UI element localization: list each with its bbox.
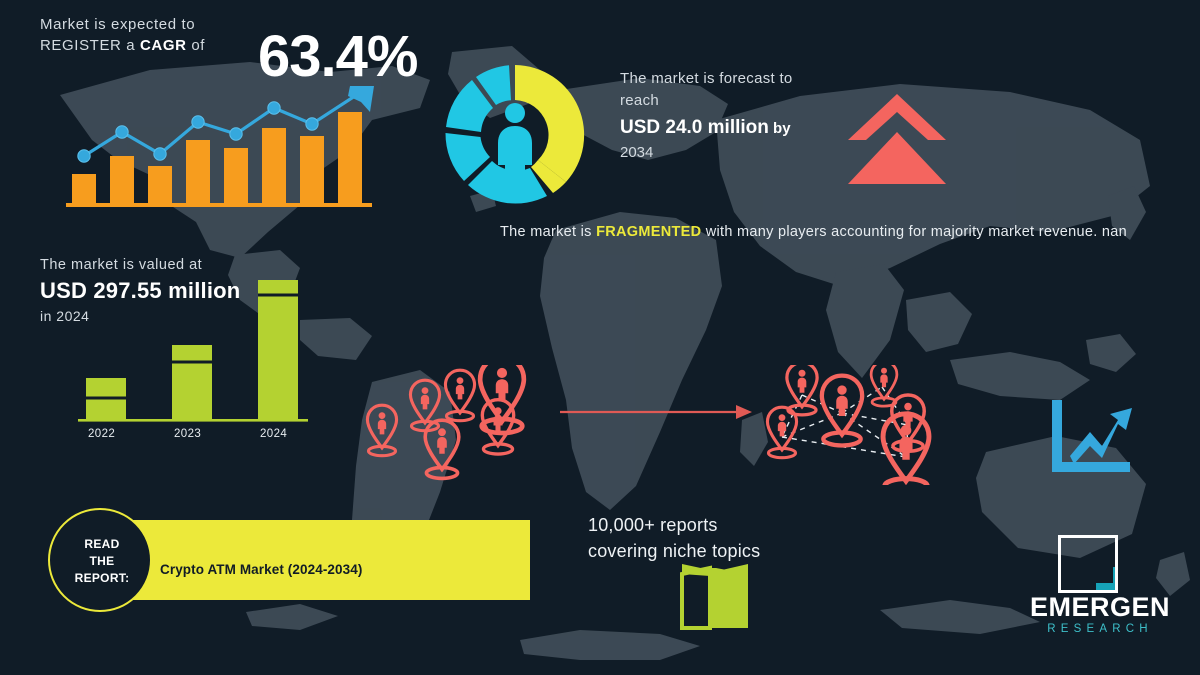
valuation-line-1: The market is valued at: [40, 257, 203, 273]
value-baseline: [78, 419, 308, 422]
fragmented-text-block: The market is FRAGMENTED with many playe…: [500, 220, 1140, 244]
pin-cluster-left: [365, 365, 523, 481]
valuation-value: USD 297.55 million: [40, 278, 241, 303]
forecast-by: by: [768, 120, 791, 137]
read-line-2: THE: [89, 554, 115, 568]
donut-segment-cyan-3: [445, 133, 490, 181]
cagr-line-2: REGISTER a CAGR of: [40, 35, 460, 56]
cagr-line2-pre: REGISTER a: [40, 37, 140, 54]
growth-trend-chart: [66, 86, 374, 207]
double-up-arrow-icon: [848, 94, 946, 184]
cagr-line-1: Market is expected to: [40, 16, 196, 33]
bar-label-2024: 2024: [260, 428, 288, 440]
trend-bars: [72, 112, 362, 204]
cagr-value: 63.4%: [258, 24, 418, 89]
growth-chart-icon: [1052, 400, 1132, 472]
cagr-line2-post: of: [186, 37, 206, 54]
forecast-value: USD 24.0 million by: [620, 115, 870, 142]
fragmented-post: with many players accounting for majorit…: [701, 224, 1127, 240]
donut-segment-cyan-1: [476, 65, 511, 105]
reports-line-2: covering niche topics: [588, 541, 761, 561]
logo-subtitle: RESEARCH: [1047, 623, 1153, 635]
donut-segment-yellow: [515, 65, 585, 182]
market-distribution-pins: [365, 365, 960, 485]
logo-accent-bottom: [1096, 583, 1115, 590]
fragmented-keyword: FRAGMENTED: [596, 224, 702, 240]
read-report-banner[interactable]: [105, 520, 530, 600]
emergen-research-logo: EMERGEN RESEARCH: [1020, 535, 1180, 655]
logo-name: EMERGEN: [1029, 592, 1171, 622]
bar-label-2022: 2022: [88, 428, 116, 440]
flow-arrow-right-icon: [560, 405, 752, 419]
report-title[interactable]: Crypto ATM Market (2024-2034): [160, 562, 363, 577]
donut-segment-cyan-2: [446, 80, 493, 132]
reports-line-1: 10,000+ reports: [588, 515, 718, 535]
logo-accent-right: [1113, 567, 1115, 590]
open-book-icon: [680, 564, 748, 630]
bar-divider-lines: [86, 293, 298, 400]
read-line-3: REPORT:: [74, 571, 130, 585]
person-icon: [498, 103, 532, 189]
bar-label-2023: 2023: [174, 428, 202, 440]
logo-square-icon: [1058, 535, 1118, 593]
read-line-1: READ: [84, 537, 120, 551]
forecast-text-block: The market is forecast to reach USD 24.0…: [620, 68, 870, 163]
cagr-text-block: Market is expected to REGISTER a CAGR of…: [40, 14, 460, 88]
forecast-year: 2034: [620, 144, 654, 161]
read-report-circle[interactable]: READ THE REPORT:: [48, 508, 152, 612]
valuation-text-block: The market is valued at USD 297.55 milli…: [40, 255, 340, 326]
forecast-value-text: USD 24.0 million: [620, 117, 769, 138]
read-report-label: READ THE REPORT:: [50, 536, 154, 587]
trend-line: [83, 92, 359, 158]
fragmented-pre: The market is: [500, 224, 597, 240]
forecast-line-2: reach: [620, 92, 660, 109]
trend-arrow-head: [348, 86, 374, 112]
trend-markers: [77, 101, 319, 163]
valuation-year: in 2024: [40, 308, 90, 324]
forecast-line-1: The market is forecast to: [620, 70, 793, 87]
donut-segment-yellow-lower: [531, 160, 566, 193]
market-value-bar-chart: [78, 280, 308, 422]
trend-baseline: [66, 203, 372, 207]
cagr-keyword: CAGR: [139, 37, 187, 54]
reports-text-block: 10,000+ reports covering niche topics: [588, 512, 878, 564]
donut-share-chart: [445, 65, 585, 204]
